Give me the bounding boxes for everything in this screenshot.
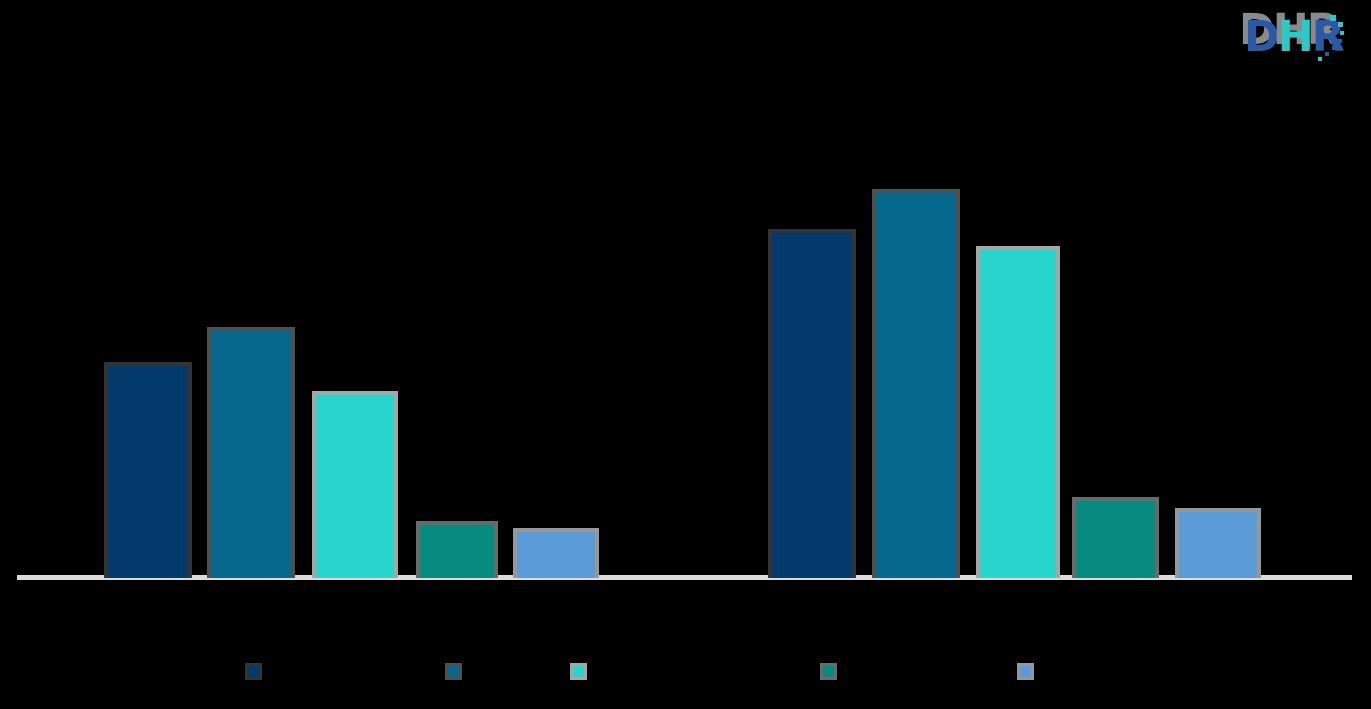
legend-swatch-series3[interactable] — [570, 663, 587, 680]
bar-group2-series3 — [976, 246, 1060, 578]
logo-swirl-dot-icon — [1330, 15, 1336, 21]
logo-swirl-dot-icon — [1338, 39, 1342, 43]
legend-swatch-series2[interactable] — [445, 663, 462, 680]
legend-swatch-series1[interactable] — [245, 663, 262, 680]
bar-group1-series1 — [104, 362, 192, 578]
bar-group2-series2 — [872, 189, 960, 578]
dhr-logo-text: DHR — [1244, 12, 1345, 62]
bar-group2-series4 — [1072, 497, 1159, 578]
logo-letter-h: H — [1277, 12, 1314, 62]
logo-letter-d: D — [1244, 12, 1280, 62]
logo-swirl-dot-icon — [1338, 22, 1343, 27]
legend-swatch-series5[interactable] — [1017, 663, 1034, 680]
legend-swatch-series4[interactable] — [820, 663, 837, 680]
logo-swirl-dot-icon — [1332, 46, 1336, 50]
logo-swirl-dot-icon — [1318, 57, 1322, 61]
dhr-logo: DHR — [1244, 10, 1364, 70]
logo-swirl-dot-icon — [1340, 31, 1344, 35]
bar-group1-series5 — [513, 528, 599, 578]
bar-group1-series2 — [207, 327, 295, 578]
bar-group1-series3 — [312, 391, 398, 578]
bar-group2-series5 — [1175, 508, 1261, 578]
bar-group2-series1 — [768, 229, 856, 578]
bar-group1-series4 — [416, 521, 498, 578]
x-axis-line — [17, 575, 1352, 580]
logo-swirl-dot-icon — [1325, 52, 1329, 56]
